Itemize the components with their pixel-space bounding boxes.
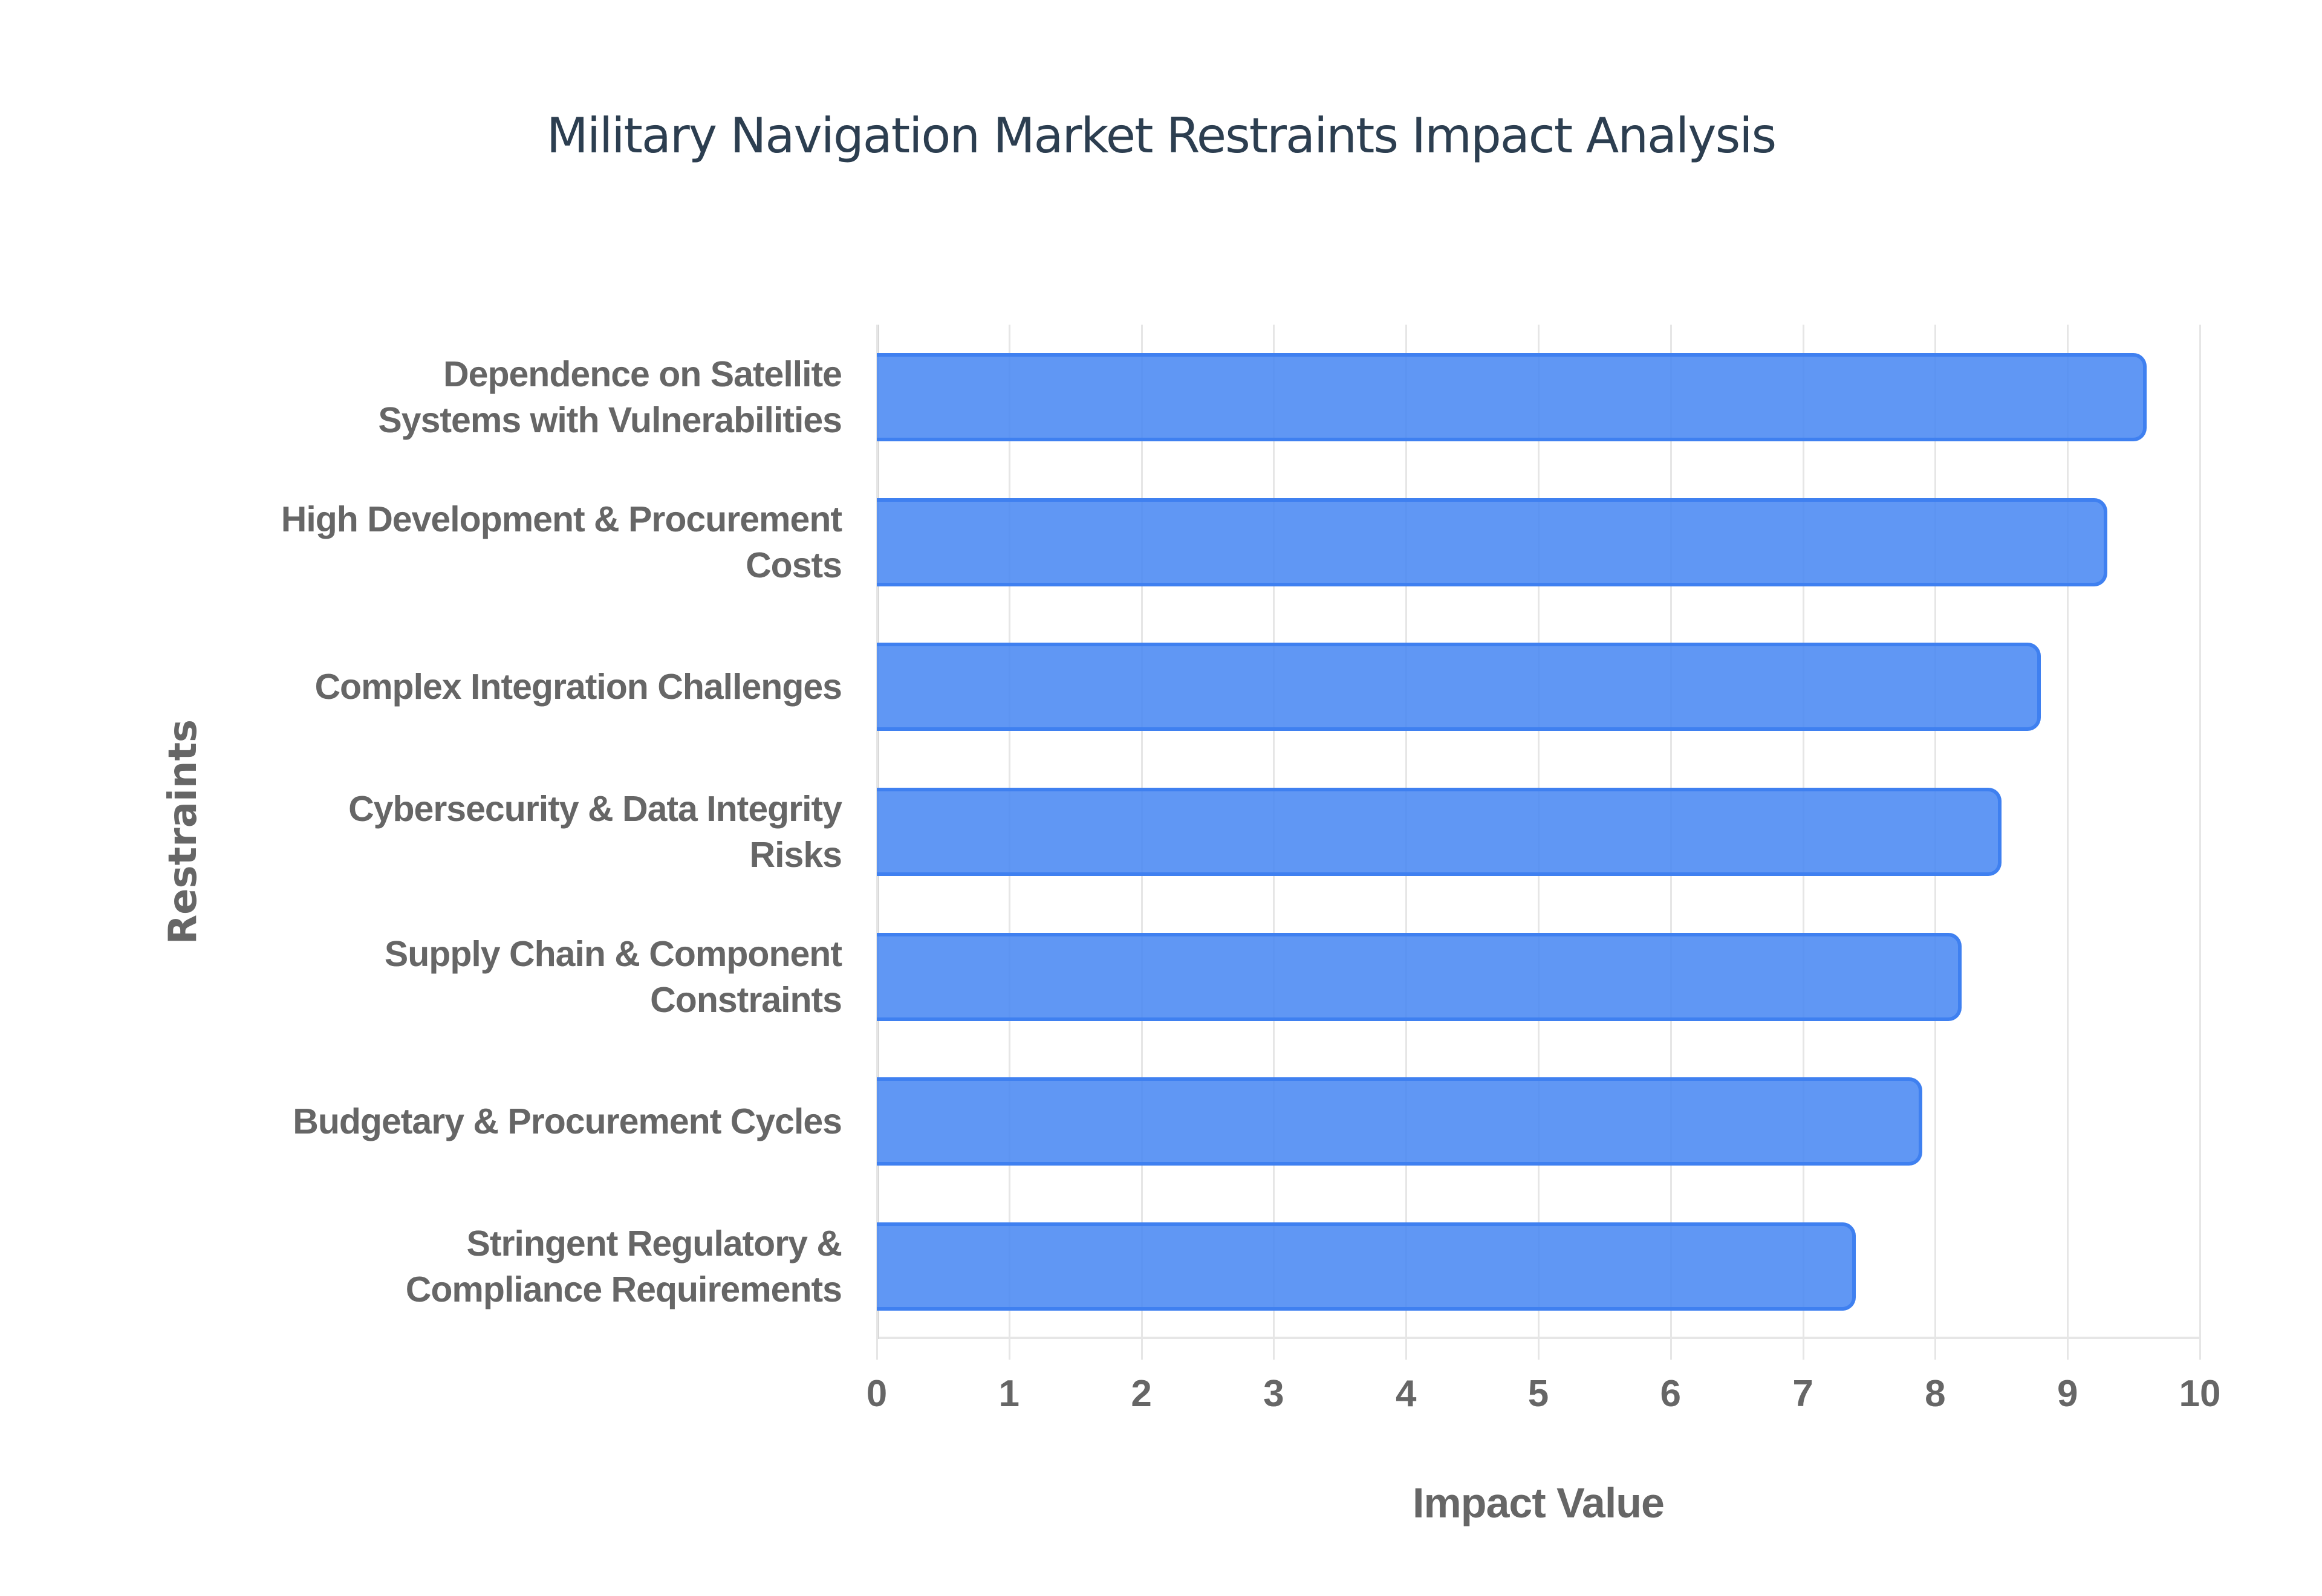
x-tick-label: 7 [1792, 1373, 1813, 1415]
x-tick-label: 2 [1131, 1373, 1152, 1415]
x-axis-title: Impact Value [1413, 1479, 1665, 1526]
x-tick-label: 0 [866, 1373, 888, 1415]
bar[interactable] [877, 932, 1962, 1021]
chart-title: Military Navigation Market Restraints Im… [546, 108, 1777, 164]
x-tick-label: 3 [1263, 1373, 1284, 1415]
y-tick-label-line: Cybersecurity & Data Integrity [348, 789, 842, 829]
x-tick-label: 10 [2179, 1373, 2221, 1415]
x-tick-label: 8 [1925, 1373, 1946, 1415]
y-tick-label: Supply Chain & Component Constraints [177, 931, 842, 1023]
y-tick-label-line: Constraints [650, 979, 842, 1020]
bar[interactable] [877, 498, 2107, 586]
gridline [2067, 325, 2069, 1360]
x-tick-label: 6 [1660, 1373, 1682, 1415]
y-tick-label-line: Budgetary & Procurement Cycles [293, 1101, 842, 1142]
bar[interactable] [877, 788, 2002, 876]
y-tick-label: Budgetary & Procurement Cycles [177, 1098, 842, 1144]
x-tick-label: 4 [1395, 1373, 1417, 1415]
y-tick-label: Cybersecurity & Data Integrity Risks [177, 786, 842, 878]
y-tick-label-line: High Development & Procurement [281, 499, 842, 539]
y-tick-label: High Development & Procurement Costs [177, 496, 842, 588]
bar[interactable] [877, 1222, 1856, 1311]
plot-area [876, 325, 2201, 1360]
y-tick-label-line: Costs [746, 545, 842, 585]
bar[interactable] [877, 352, 2147, 441]
y-tick-label-line: Compliance Requirements [405, 1270, 842, 1310]
bar[interactable] [877, 1077, 1922, 1166]
y-tick-label: Stringent Regulatory & Compliance Require… [177, 1221, 842, 1312]
x-tick-label: 1 [998, 1373, 1020, 1415]
y-tick-label-line: Dependence on Satellite [443, 354, 842, 394]
y-tick-label: Dependence on Satellite Systems with Vuln… [177, 351, 842, 443]
y-tick-label-line: Risks [749, 835, 842, 875]
y-tick-label-line: Supply Chain & Component [384, 933, 842, 974]
y-tick-label: Complex Integration Challenges [177, 664, 842, 710]
y-tick-label-line: Systems with Vulnerabilities [378, 400, 842, 440]
gridline [2199, 325, 2201, 1360]
bar[interactable] [877, 643, 2041, 731]
x-tick-label: 9 [2057, 1373, 2078, 1415]
x-tick-label: 5 [1527, 1373, 1549, 1415]
y-tick-label-line: Complex Integration Challenges [314, 667, 842, 707]
y-tick-label-line: Stringent Regulatory & [466, 1224, 843, 1264]
